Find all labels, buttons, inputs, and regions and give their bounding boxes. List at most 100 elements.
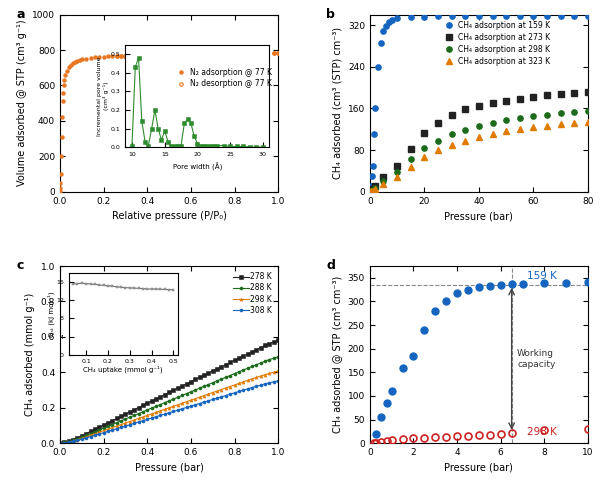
- CH₄ adsorption at 298 K: [557, 110, 565, 116]
- N₂ desorption @ 77 K: [270, 50, 277, 56]
- Text: b: b: [326, 7, 335, 20]
- CH₄ adsorption at 159 K: [368, 173, 376, 179]
- CH₄ adsorption at 298 K: [475, 123, 482, 129]
- N₂ desorption @ 77 K: [275, 50, 282, 56]
- N₂ desorption @ 77 K: [198, 51, 205, 57]
- CH₄ adsorption at 273 K: [571, 90, 578, 95]
- N₂ adsorption @ 77 K: [227, 51, 234, 56]
- N₂ adsorption @ 77 K: [194, 51, 201, 57]
- CH₄ adsorption at 323 K: [371, 186, 379, 192]
- CH₄ adsorption at 159 K: [407, 14, 415, 20]
- CH₄ adsorption at 298 K: [461, 127, 469, 133]
- CH₄ adsorption at 159 K: [530, 13, 537, 19]
- 308 K: [200, 399, 208, 405]
- N₂ desorption @ 77 K: [263, 50, 271, 56]
- CH₄ adsorption at 273 K: [368, 187, 375, 193]
- 298 K: [126, 419, 133, 425]
- CH₄ adsorption at 159 K: [368, 184, 375, 189]
- CH₄ adsorption at 273 K: [394, 163, 401, 169]
- 298 K: [214, 388, 221, 394]
- N₂ desorption @ 77 K: [253, 50, 260, 56]
- 308 K: [275, 378, 282, 384]
- CH₄ adsorption at 159 K: [475, 13, 482, 19]
- CH₄ adsorption at 298 K: [368, 188, 375, 194]
- CH₄ adsorption at 323 K: [544, 123, 551, 129]
- CH₄ adsorption at 323 K: [407, 164, 415, 169]
- CH₄ adsorption at 273 K: [503, 97, 510, 103]
- CH₄ adsorption at 298 K: [530, 113, 537, 119]
- CH₄ adsorption at 159 K: [448, 13, 455, 19]
- CH₄ adsorption at 159 K: [394, 15, 401, 21]
- N₂ desorption @ 77 K: [231, 51, 238, 56]
- CH₄ adsorption at 323 K: [367, 188, 374, 194]
- N₂ desorption @ 77 K: [248, 51, 256, 56]
- CH₄ adsorption at 323 K: [584, 119, 592, 125]
- CH₄ adsorption at 323 K: [503, 129, 510, 134]
- CH₄ adsorption at 159 K: [369, 163, 376, 169]
- N₂ adsorption @ 77 K: [172, 51, 179, 57]
- Text: 298 K: 298 K: [527, 427, 557, 437]
- 298 K: [104, 426, 112, 432]
- Y-axis label: Volume adsorbed @ STP (cm³ g⁻¹): Volume adsorbed @ STP (cm³ g⁻¹): [17, 20, 26, 187]
- 278 K: [270, 339, 277, 345]
- CH₄ adsorption at 273 K: [448, 112, 455, 117]
- 278 K: [126, 409, 133, 415]
- CH₄ adsorption at 159 K: [421, 14, 428, 19]
- CH₄ adsorption at 323 K: [557, 121, 565, 127]
- CH₄ adsorption at 323 K: [489, 131, 496, 137]
- 298 K: [275, 368, 282, 374]
- N₂ desorption @ 77 K: [139, 52, 146, 58]
- N₂ adsorption @ 77 K: [67, 62, 74, 68]
- CH₄ adsorption at 273 K: [530, 94, 537, 100]
- CH₄ adsorption at 273 K: [371, 184, 379, 189]
- CH₄ adsorption at 298 K: [421, 145, 428, 151]
- Line: 298 K: 298 K: [58, 369, 280, 445]
- CH₄ adsorption at 159 K: [388, 17, 395, 23]
- CH₄ adsorption at 323 K: [421, 154, 428, 160]
- Line: N₂ desorption @ 77 K: N₂ desorption @ 77 K: [115, 51, 280, 57]
- CH₄ adsorption at 273 K: [367, 188, 374, 194]
- CH₄ adsorption at 159 K: [377, 40, 385, 46]
- CH₄ adsorption at 273 K: [369, 186, 376, 192]
- Y-axis label: CH₄ adsorbed (mmol g⁻¹): CH₄ adsorbed (mmol g⁻¹): [25, 293, 35, 416]
- CH₄ adsorption at 298 K: [571, 109, 578, 115]
- CH₄ adsorption at 298 K: [371, 185, 379, 191]
- 278 K: [56, 440, 64, 446]
- Y-axis label: CH₄ adsorbed (cm³ (STP) cm⁻³): CH₄ adsorbed (cm³ (STP) cm⁻³): [332, 27, 342, 179]
- CH₄ adsorption at 159 K: [380, 28, 387, 34]
- CH₄ adsorption at 298 K: [448, 131, 455, 137]
- 288 K: [200, 383, 208, 389]
- N₂ desorption @ 77 K: [172, 51, 179, 57]
- N₂ desorption @ 77 K: [133, 52, 140, 58]
- N₂ desorption @ 77 K: [187, 51, 194, 57]
- N₂ adsorption @ 77 K: [259, 50, 266, 56]
- CH₄ adsorption at 273 K: [489, 100, 496, 106]
- N₂ desorption @ 77 K: [227, 51, 234, 56]
- 298 K: [56, 440, 64, 446]
- 278 K: [122, 411, 129, 417]
- CH₄ adsorption at 323 K: [461, 138, 469, 144]
- CH₄ adsorption at 323 K: [516, 126, 523, 132]
- N₂ desorption @ 77 K: [113, 53, 121, 59]
- N₂ adsorption @ 77 K: [56, 188, 64, 194]
- 298 K: [122, 420, 129, 426]
- X-axis label: Pressure (bar): Pressure (bar): [445, 463, 514, 472]
- CH₄ adsorption at 159 K: [461, 13, 469, 19]
- N₂ desorption @ 77 K: [205, 51, 212, 57]
- CH₄ adsorption at 273 K: [407, 146, 415, 152]
- 288 K: [104, 423, 112, 429]
- CH₄ adsorption at 323 K: [448, 142, 455, 148]
- CH₄ adsorption at 273 K: [434, 120, 442, 126]
- N₂ adsorption @ 77 K: [65, 64, 73, 70]
- CH₄ adsorption at 323 K: [434, 147, 442, 153]
- N₂ desorption @ 77 K: [176, 51, 184, 57]
- Legend: 278 K, 288 K, 298 K, 308 K: 278 K, 288 K, 298 K, 308 K: [231, 270, 274, 318]
- 288 K: [126, 414, 133, 420]
- CH₄ adsorption at 159 K: [503, 13, 510, 19]
- CH₄ adsorption at 323 K: [380, 182, 387, 187]
- Line: CH₄ adsorption at 159 K: CH₄ adsorption at 159 K: [368, 14, 590, 194]
- CH₄ adsorption at 159 K: [516, 13, 523, 19]
- CH₄ adsorption at 298 K: [394, 169, 401, 175]
- Line: 308 K: 308 K: [58, 379, 280, 445]
- N₂ desorption @ 77 K: [259, 50, 266, 56]
